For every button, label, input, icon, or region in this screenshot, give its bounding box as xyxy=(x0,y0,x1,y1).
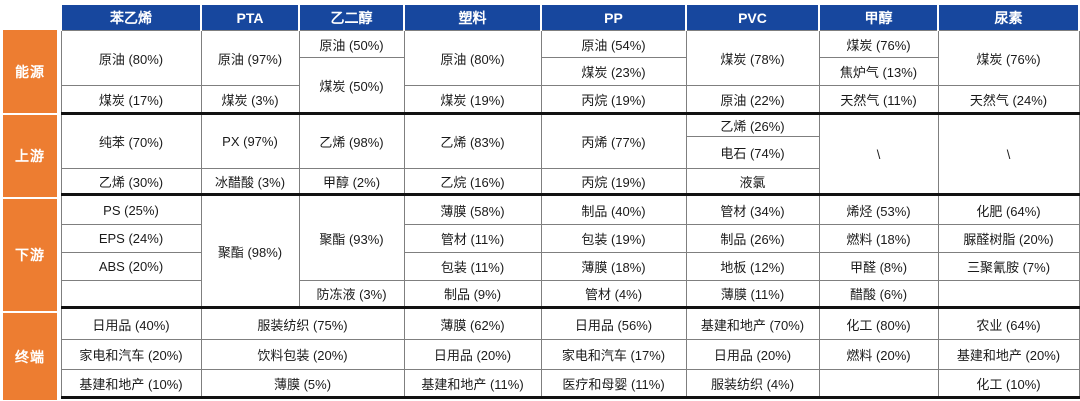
cell-downstream-methanol-3: 醋酸 (6%) xyxy=(818,280,939,308)
cell-upstream-meg-0: 乙烯 (98%) xyxy=(298,112,405,169)
cell-downstream-methanol-0: 烯烃 (53%) xyxy=(818,193,939,225)
cell-energy-pp-0: 原油 (54%) xyxy=(540,30,687,58)
cell-downstream-pvc-0: 管材 (34%) xyxy=(685,193,820,225)
cell-upstream-pp-0: 丙烯 (77%) xyxy=(540,112,687,169)
cell-downstream-meg-0: 聚酯 (93%) xyxy=(298,193,405,281)
cell-downstream-plastic-2: 包装 (11%) xyxy=(403,252,542,281)
cell-downstream-pp-3: 管材 (4%) xyxy=(540,280,687,308)
cell-energy-plastic-0: 原油 (80%) xyxy=(403,30,542,86)
col-header-styrene: 苯乙烯 xyxy=(60,3,202,31)
cell-downstream-pta-0: 聚酯 (98%) xyxy=(200,193,300,308)
cell-terminal-pp-1: 家电和汽车 (17%) xyxy=(540,339,687,370)
cell-downstream-pvc-3: 薄膜 (11%) xyxy=(685,280,820,308)
cell-terminal-plastic-0: 薄膜 (62%) xyxy=(403,306,542,340)
cell-downstream-methanol-1: 燃料 (18%) xyxy=(818,224,939,253)
cell-terminal-urea-1: 基建和地产 (20%) xyxy=(937,339,1080,370)
cell-upstream-pp-1: 丙烷 (19%) xyxy=(540,168,687,195)
cell-terminal-pta-meg-2: 薄膜 (5%) xyxy=(200,369,405,399)
cell-downstream-pvc-2: 地板 (12%) xyxy=(685,252,820,281)
cell-energy-meg-1: 煤炭 (50%) xyxy=(298,57,405,114)
cell-energy-urea-0: 煤炭 (76%) xyxy=(937,30,1080,86)
cell-energy-urea-1: 天然气 (24%) xyxy=(937,85,1080,114)
cell-upstream-pta-1: 冰醋酸 (3%) xyxy=(200,168,300,195)
cell-terminal-methanol-1: 燃料 (20%) xyxy=(818,339,939,370)
cell-energy-meg-0: 原油 (50%) xyxy=(298,30,405,58)
col-header-plastic: 塑料 xyxy=(403,3,542,31)
cell-downstream-styrene-2: ABS (20%) xyxy=(60,252,202,281)
cell-energy-plastic-1: 煤炭 (19%) xyxy=(403,85,542,114)
col-header-methanol: 甲醇 xyxy=(818,3,939,31)
row-label-terminal: 终端 xyxy=(3,313,57,400)
cell-energy-methanol-0: 煤炭 (76%) xyxy=(818,30,939,58)
cell-upstream-styrene-0: 纯苯 (70%) xyxy=(60,112,202,169)
row-label-downstream: 下游 xyxy=(3,199,57,311)
cell-upstream-pta-0: PX (97%) xyxy=(200,112,300,169)
cell-upstream-urea-0: \ xyxy=(937,112,1080,195)
cell-downstream-urea-2: 三聚氰胺 (7%) xyxy=(937,252,1080,281)
col-header-pvc: PVC xyxy=(685,3,820,31)
cell-energy-styrene-1: 煤炭 (17%) xyxy=(60,85,202,114)
cell-downstream-pvc-1: 制品 (26%) xyxy=(685,224,820,253)
row-group-labels: 能源 上游 下游 终端 xyxy=(3,30,57,401)
cell-energy-methanol-2: 天然气 (11%) xyxy=(818,85,939,114)
cell-terminal-pp-0: 日用品 (56%) xyxy=(540,306,687,340)
row-label-upstream: 上游 xyxy=(3,115,57,197)
cell-terminal-pta-meg-1: 饮料包装 (20%) xyxy=(200,339,405,370)
cell-energy-pp-2: 丙烷 (19%) xyxy=(540,85,687,114)
cell-downstream-plastic-3: 制品 (9%) xyxy=(403,280,542,308)
cell-energy-styrene-0: 原油 (80%) xyxy=(60,30,202,86)
cell-upstream-methanol-0: \ xyxy=(818,112,939,195)
cell-upstream-pvc-2: 液氯 xyxy=(685,168,820,195)
cell-terminal-styrene-1: 家电和汽车 (20%) xyxy=(60,339,202,370)
cell-upstream-meg-1: 甲醇 (2%) xyxy=(298,168,405,195)
cell-energy-pta-0: 原油 (97%) xyxy=(200,30,300,86)
col-header-pta: PTA xyxy=(200,3,300,31)
cell-downstream-styrene-0: PS (25%) xyxy=(60,193,202,225)
cell-upstream-plastic-1: 乙烷 (16%) xyxy=(403,168,542,195)
cell-downstream-styrene-3 xyxy=(60,280,202,308)
cell-downstream-pp-0: 制品 (40%) xyxy=(540,193,687,225)
cell-energy-pta-1: 煤炭 (3%) xyxy=(200,85,300,114)
cell-energy-pvc-0: 煤炭 (78%) xyxy=(685,30,820,86)
cell-downstream-plastic-1: 管材 (11%) xyxy=(403,224,542,253)
cell-upstream-plastic-0: 乙烯 (83%) xyxy=(403,112,542,169)
cell-terminal-pvc-0: 基建和地产 (70%) xyxy=(685,306,820,340)
cell-terminal-pvc-1: 日用品 (20%) xyxy=(685,339,820,370)
cell-downstream-urea-1: 脲醛树脂 (20%) xyxy=(937,224,1080,253)
cell-terminal-pvc-2: 服装纺织 (4%) xyxy=(685,369,820,399)
cell-terminal-urea-0: 农业 (64%) xyxy=(937,306,1080,340)
cell-downstream-methanol-2: 甲醛 (8%) xyxy=(818,252,939,281)
cell-downstream-plastic-0: 薄膜 (58%) xyxy=(403,193,542,225)
cell-terminal-methanol-2 xyxy=(818,369,939,399)
col-header-urea: 尿素 xyxy=(937,3,1080,31)
cell-terminal-plastic-2: 基建和地产 (11%) xyxy=(403,369,542,399)
cell-downstream-pp-1: 包装 (19%) xyxy=(540,224,687,253)
cell-terminal-pp-2: 医疗和母婴 (11%) xyxy=(540,369,687,399)
cell-upstream-pvc-1: 电石 (74%) xyxy=(685,136,820,169)
col-header-pp: PP xyxy=(540,3,687,31)
cell-terminal-plastic-1: 日用品 (20%) xyxy=(403,339,542,370)
cell-downstream-pp-2: 薄膜 (18%) xyxy=(540,252,687,281)
cell-downstream-urea-0: 化肥 (64%) xyxy=(937,193,1080,225)
cell-energy-methanol-1: 焦炉气 (13%) xyxy=(818,57,939,86)
cell-energy-pvc-1: 原油 (22%) xyxy=(685,85,820,114)
cell-downstream-urea-3 xyxy=(937,280,1080,308)
col-header-meg: 乙二醇 xyxy=(298,3,405,31)
cell-energy-pp-1: 煤炭 (23%) xyxy=(540,57,687,86)
cell-upstream-pvc-0: 乙烯 (26%) xyxy=(685,112,820,137)
cell-terminal-styrene-0: 日用品 (40%) xyxy=(60,306,202,340)
row-label-energy: 能源 xyxy=(3,30,57,113)
cell-upstream-styrene-1: 乙烯 (30%) xyxy=(60,168,202,195)
cell-terminal-styrene-2: 基建和地产 (10%) xyxy=(60,369,202,399)
cell-downstream-meg-1: 防冻液 (3%) xyxy=(298,280,405,308)
cell-terminal-urea-2: 化工 (10%) xyxy=(937,369,1080,399)
cell-downstream-styrene-1: EPS (24%) xyxy=(60,224,202,253)
cell-terminal-methanol-0: 化工 (80%) xyxy=(818,306,939,340)
cell-terminal-pta-meg-0: 服装纺织 (75%) xyxy=(200,306,405,340)
product-chain-grid: 苯乙烯 PTA 乙二醇 塑料 PP PVC 甲醇 尿素 原油 (80%) 原油 … xyxy=(60,3,1080,399)
